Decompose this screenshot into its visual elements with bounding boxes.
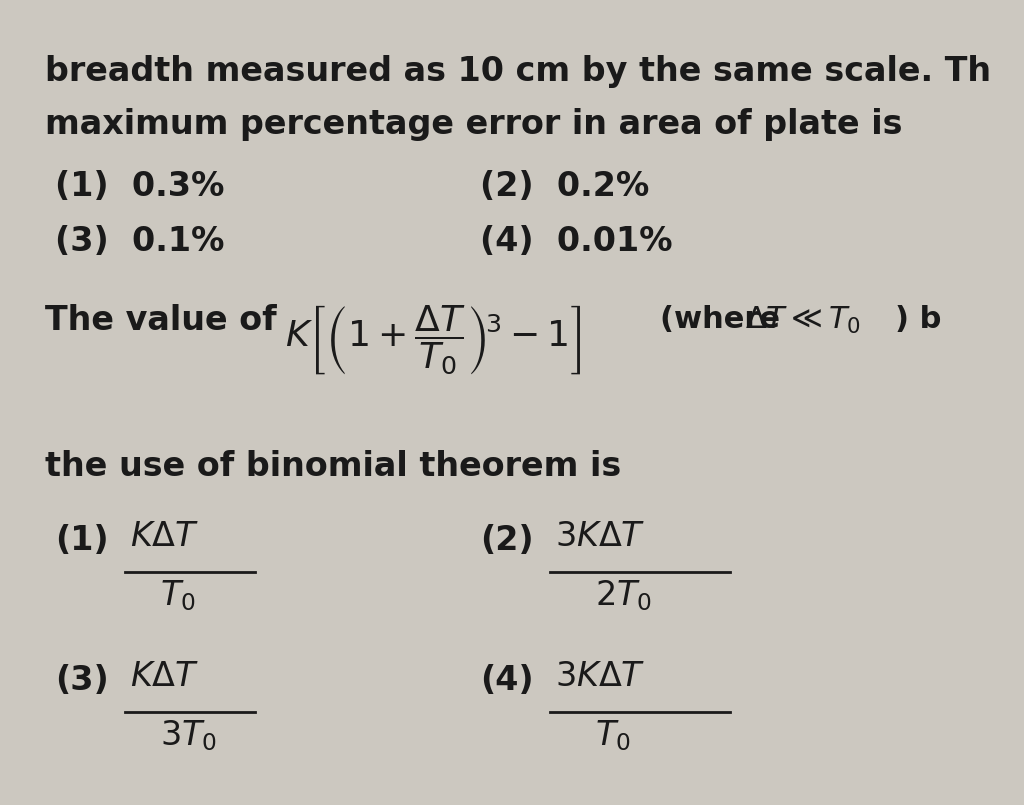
- Text: breadth measured as 10 cm by the same scale. Th: breadth measured as 10 cm by the same sc…: [45, 55, 991, 88]
- Text: The value of: The value of: [45, 303, 288, 336]
- Text: ) b: ) b: [895, 306, 941, 335]
- Text: (4)  0.01%: (4) 0.01%: [480, 225, 673, 258]
- Text: (1)  0.3%: (1) 0.3%: [55, 170, 224, 203]
- Text: $T_0$: $T_0$: [160, 578, 196, 613]
- Text: $3K\Delta T$: $3K\Delta T$: [555, 660, 645, 693]
- Text: the use of binomial theorem is: the use of binomial theorem is: [45, 450, 622, 483]
- Text: $3T_0$: $3T_0$: [160, 718, 217, 753]
- Text: (where: (where: [660, 306, 791, 335]
- Text: maximum percentage error in area of plate is: maximum percentage error in area of plat…: [45, 108, 902, 141]
- Text: (2)  0.2%: (2) 0.2%: [480, 170, 649, 203]
- Text: (2): (2): [480, 523, 534, 556]
- Text: (1): (1): [55, 523, 109, 556]
- Text: $K\Delta T$: $K\Delta T$: [130, 660, 200, 693]
- Text: $T_0$: $T_0$: [595, 718, 631, 753]
- Text: $\Delta T \ll T_0$: $\Delta T \ll T_0$: [745, 304, 861, 336]
- Text: $K\left[\left(1+\dfrac{\Delta T}{T_0}\right)^{\!3}-1\right]$: $K\left[\left(1+\dfrac{\Delta T}{T_0}\ri…: [285, 303, 582, 376]
- Text: $3K\Delta T$: $3K\Delta T$: [555, 520, 645, 553]
- Text: (4): (4): [480, 663, 534, 696]
- Text: (3)  0.1%: (3) 0.1%: [55, 225, 224, 258]
- Text: (3): (3): [55, 663, 109, 696]
- Text: $2T_0$: $2T_0$: [595, 578, 652, 613]
- Text: $K\Delta T$: $K\Delta T$: [130, 520, 200, 553]
